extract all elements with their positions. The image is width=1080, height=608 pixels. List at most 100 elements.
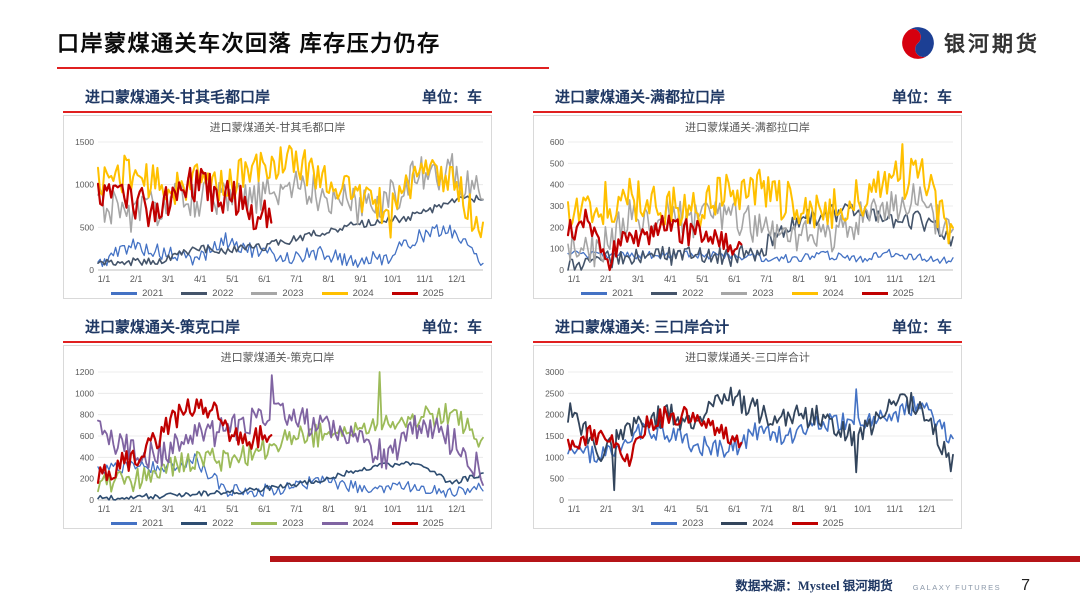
panel-title: 进口蒙煤通关-甘其毛都口岸 (85, 89, 270, 106)
svg-text:500: 500 (550, 474, 564, 484)
legend-swatch (391, 292, 418, 295)
panel-header: 进口蒙煤通关-满都拉口岸 单位：车 (533, 83, 962, 113)
svg-text:200: 200 (80, 474, 94, 484)
legend-item-2024: 2024 (721, 518, 774, 529)
svg-text:3/1: 3/1 (632, 504, 645, 514)
legend-item-2025: 2025 (391, 288, 444, 299)
legend-item-2024: 2024 (321, 288, 374, 299)
svg-text:3/1: 3/1 (632, 274, 645, 284)
svg-text:4/1: 4/1 (194, 274, 207, 284)
svg-text:9/1: 9/1 (354, 504, 367, 514)
svg-text:3/1: 3/1 (162, 504, 175, 514)
footer: 数据来源：Mysteel 银河期货 GALAXY FUTURES 7 (735, 575, 1030, 595)
legend-label: 2021 (142, 518, 164, 529)
svg-text:600: 600 (550, 137, 564, 147)
footer-red-bar-divider (270, 556, 1080, 562)
svg-text:800: 800 (80, 410, 94, 420)
svg-text:1000: 1000 (545, 452, 564, 462)
svg-text:10/1: 10/1 (854, 504, 872, 514)
legend-label: 2024 (352, 518, 374, 529)
legend-label: 2025 (822, 518, 844, 529)
svg-text:400: 400 (80, 452, 94, 462)
svg-text:1/1: 1/1 (98, 504, 111, 514)
page-number: 7 (1021, 577, 1030, 594)
galaxy-swirl-icon (902, 27, 934, 59)
svg-text:10/1: 10/1 (854, 274, 872, 284)
svg-text:2500: 2500 (545, 388, 564, 398)
svg-text:9/1: 9/1 (824, 274, 837, 284)
svg-text:11/1: 11/1 (886, 274, 903, 284)
svg-text:6/1: 6/1 (728, 274, 741, 284)
svg-text:500: 500 (550, 158, 564, 168)
svg-text:0: 0 (89, 265, 94, 275)
page-title-block: 口岸蒙煤通关车次回落 库存压力仍存 (57, 26, 549, 69)
svg-text:100: 100 (550, 244, 564, 254)
legend-label: 2024 (352, 288, 374, 299)
legend-swatch (651, 522, 678, 525)
legend-label: 2025 (422, 518, 444, 529)
svg-text:12/1: 12/1 (918, 504, 936, 514)
svg-text:3000: 3000 (545, 367, 564, 377)
legend-swatch (581, 292, 608, 295)
svg-text:4/1: 4/1 (664, 504, 677, 514)
legend-label: 2023 (752, 288, 774, 299)
legend-item-2023: 2023 (251, 518, 304, 529)
svg-text:500: 500 (80, 222, 94, 232)
svg-text:8/1: 8/1 (322, 274, 335, 284)
footer-brand-caps: GALAXY FUTURES (912, 583, 1002, 592)
svg-text:0: 0 (559, 495, 564, 505)
legend-swatch (181, 292, 208, 295)
chart-legend: 2021 2022 2023 2024 2025 (64, 516, 491, 531)
legend-item-2024: 2024 (791, 288, 844, 299)
svg-text:1200: 1200 (75, 367, 94, 377)
svg-text:1500: 1500 (545, 431, 564, 441)
svg-text:6/1: 6/1 (728, 504, 741, 514)
chart-panel-ceke: 进口蒙煤通关-策克口岸 单位：车 进口蒙煤通关-策克口岸 0 200 400 600 8… (63, 313, 492, 529)
legend-label: 2024 (822, 288, 844, 299)
legend-swatch (861, 292, 888, 295)
unit-label: 单位：车 (421, 319, 482, 336)
footer-source: 数据来源：Mysteel 银河期货 (735, 579, 893, 593)
legend-item-2025: 2025 (791, 518, 844, 529)
svg-text:0: 0 (89, 495, 94, 505)
charts-grid: 进口蒙煤通关-甘其毛都口岸 单位：车 进口蒙煤通关-甘其毛都口岸 0 500 100… (63, 83, 962, 529)
legend-label: 2022 (212, 288, 234, 299)
svg-text:1/1: 1/1 (568, 504, 581, 514)
legend-label: 2024 (752, 518, 774, 529)
legend-swatch (791, 292, 818, 295)
svg-text:200: 200 (550, 222, 564, 232)
svg-text:1/1: 1/1 (98, 274, 111, 284)
svg-text:12/1: 12/1 (918, 274, 936, 284)
chart-inner-title: 进口蒙煤通关-满都拉口岸 (685, 122, 810, 134)
legend-item-2021: 2021 (111, 288, 163, 299)
svg-text:5/1: 5/1 (226, 504, 239, 514)
chart-panel-mandula: 进口蒙煤通关-满都拉口岸 单位：车 进口蒙煤通关-满都拉口岸 0 100 200 30… (533, 83, 962, 299)
svg-text:1/1: 1/1 (568, 274, 581, 284)
chart-inner-title: 进口蒙煤通关-策克口岸 (220, 352, 335, 364)
legend-item-2022: 2022 (181, 518, 233, 529)
panel-title: 进口蒙煤通关: 三口岸合计 (555, 319, 730, 336)
panel-header: 进口蒙煤通关: 三口岸合计 单位：车 (533, 313, 962, 343)
line-chart-canvas: 0 100 200 300 400 500 600 1/1 2/1 3/1 4/1 5/1 6/1 7/1… (550, 137, 954, 284)
legend-swatch (111, 522, 138, 525)
svg-text:2/1: 2/1 (600, 274, 613, 284)
svg-text:7/1: 7/1 (760, 504, 773, 514)
panel-title: 进口蒙煤通关-策克口岸 (85, 319, 240, 336)
chart-panel-ganqimaodu: 进口蒙煤通关-甘其毛都口岸 单位：车 进口蒙煤通关-甘其毛都口岸 0 500 100… (63, 83, 492, 299)
legend-label: 2023 (282, 518, 304, 529)
svg-text:3/1: 3/1 (162, 274, 175, 284)
svg-text:7/1: 7/1 (290, 274, 303, 284)
svg-text:1500: 1500 (75, 137, 94, 147)
svg-text:5/1: 5/1 (226, 274, 239, 284)
legend-swatch (251, 292, 278, 295)
chart-box: 进口蒙煤通关-甘其毛都口岸 0 500 1000 1500 1/1 2/1 3/1 4/1 5/… (63, 115, 492, 299)
chart-box: 进口蒙煤通关-策克口岸 0 200 400 600 800 1000 1200 1/1 2/1 3… (63, 345, 492, 529)
svg-text:8/1: 8/1 (792, 504, 805, 514)
title-underline-divider (57, 67, 549, 69)
svg-text:11/1: 11/1 (416, 274, 433, 284)
line-chart-canvas: 0 500 1000 1500 2000 2500 3000 1/1 2/1 3/1 4/1 5/1 6… (545, 367, 954, 514)
legend-item-2022: 2022 (181, 288, 233, 299)
chart-legend: 2021 2022 2023 2024 2025 (64, 286, 491, 301)
legend-label: 2025 (892, 288, 914, 299)
line-chart-canvas: 0 500 1000 1500 1/1 2/1 3/1 4/1 5/1 6/1 7/1 8/1 9/1 1… (75, 137, 484, 284)
